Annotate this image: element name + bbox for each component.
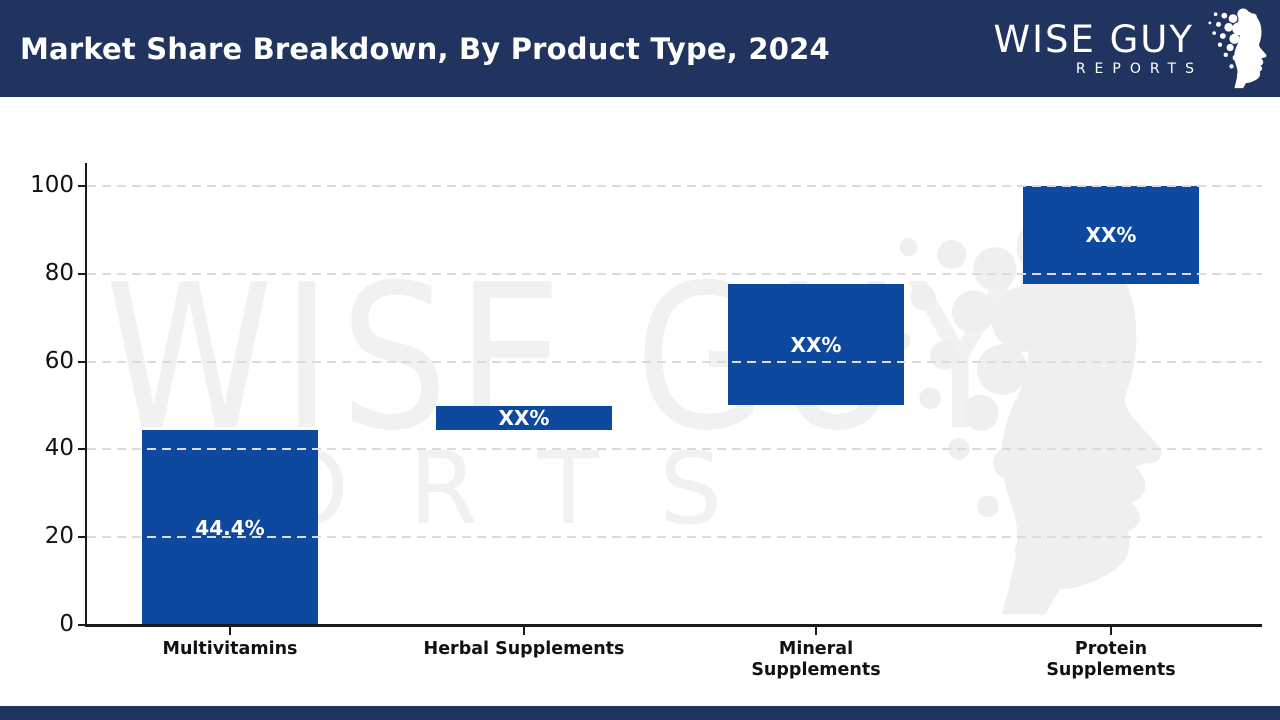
- y-tick-mark: [78, 448, 86, 451]
- category-label-line: Multivitamins: [162, 639, 298, 659]
- bar-value-label: 44.4%: [195, 515, 265, 540]
- bar: XX%: [1023, 186, 1199, 284]
- x-tick-mark: [1110, 627, 1112, 635]
- y-tick-mark: [78, 536, 86, 539]
- y-tick-mark: [78, 624, 86, 626]
- y-tick-label: 0: [59, 611, 74, 637]
- y-tick-mark: [78, 185, 86, 187]
- category-label-line: Supplements: [751, 660, 881, 680]
- brand-logo-text: WISE GUY REPORTS: [994, 20, 1194, 78]
- x-axis-line: [85, 624, 1262, 627]
- brand-face-dots-icon: [1208, 8, 1267, 89]
- y-tick-mark: [78, 360, 86, 363]
- gridline: [87, 185, 1262, 187]
- gridline: [87, 536, 1262, 539]
- bar: 44.4%: [142, 430, 318, 625]
- category-label: Protein Supplements: [965, 639, 1257, 681]
- y-tick-mark: [78, 272, 86, 275]
- header-banner: Market Share Breakdown, By Product Type,…: [0, 0, 1280, 97]
- category-label: Herbal Supplements: [378, 639, 670, 660]
- bar-value-label: XX%: [790, 332, 842, 357]
- x-tick-mark: [815, 627, 817, 635]
- brand-logo: WISE GUY REPORTS: [994, 5, 1270, 93]
- brand-name: WISE GUY: [993, 18, 1194, 61]
- category-label-line: Protein: [1074, 639, 1148, 659]
- bar-value-label: XX%: [498, 405, 550, 430]
- category-label-line: Mineral: [778, 639, 854, 659]
- category-label: Multivitamins: [84, 639, 376, 660]
- brand-subname: REPORTS: [1075, 61, 1203, 77]
- footer-banner: [0, 706, 1280, 720]
- y-tick-label: 60: [44, 347, 74, 374]
- bar-value-label: XX%: [1085, 222, 1137, 247]
- bar: XX%: [436, 405, 612, 431]
- y-tick-label: 80: [44, 259, 74, 286]
- x-tick-mark: [229, 627, 231, 635]
- gridline: [87, 272, 1262, 275]
- gridline: [87, 360, 1262, 363]
- y-axis-line: [85, 163, 87, 627]
- chart-title: Market Share Breakdown, By Product Type,…: [20, 31, 830, 66]
- category-label-line: Herbal Supplements: [423, 639, 625, 659]
- gridline: [87, 448, 1262, 451]
- category-label-line: Supplements: [1046, 660, 1176, 680]
- y-tick-label: 20: [44, 523, 74, 550]
- y-tick-label: 40: [44, 435, 74, 462]
- x-tick-mark: [523, 627, 525, 635]
- bar: XX%: [728, 283, 904, 406]
- y-tick-label: 100: [30, 172, 74, 198]
- category-label: Mineral Supplements: [670, 639, 962, 681]
